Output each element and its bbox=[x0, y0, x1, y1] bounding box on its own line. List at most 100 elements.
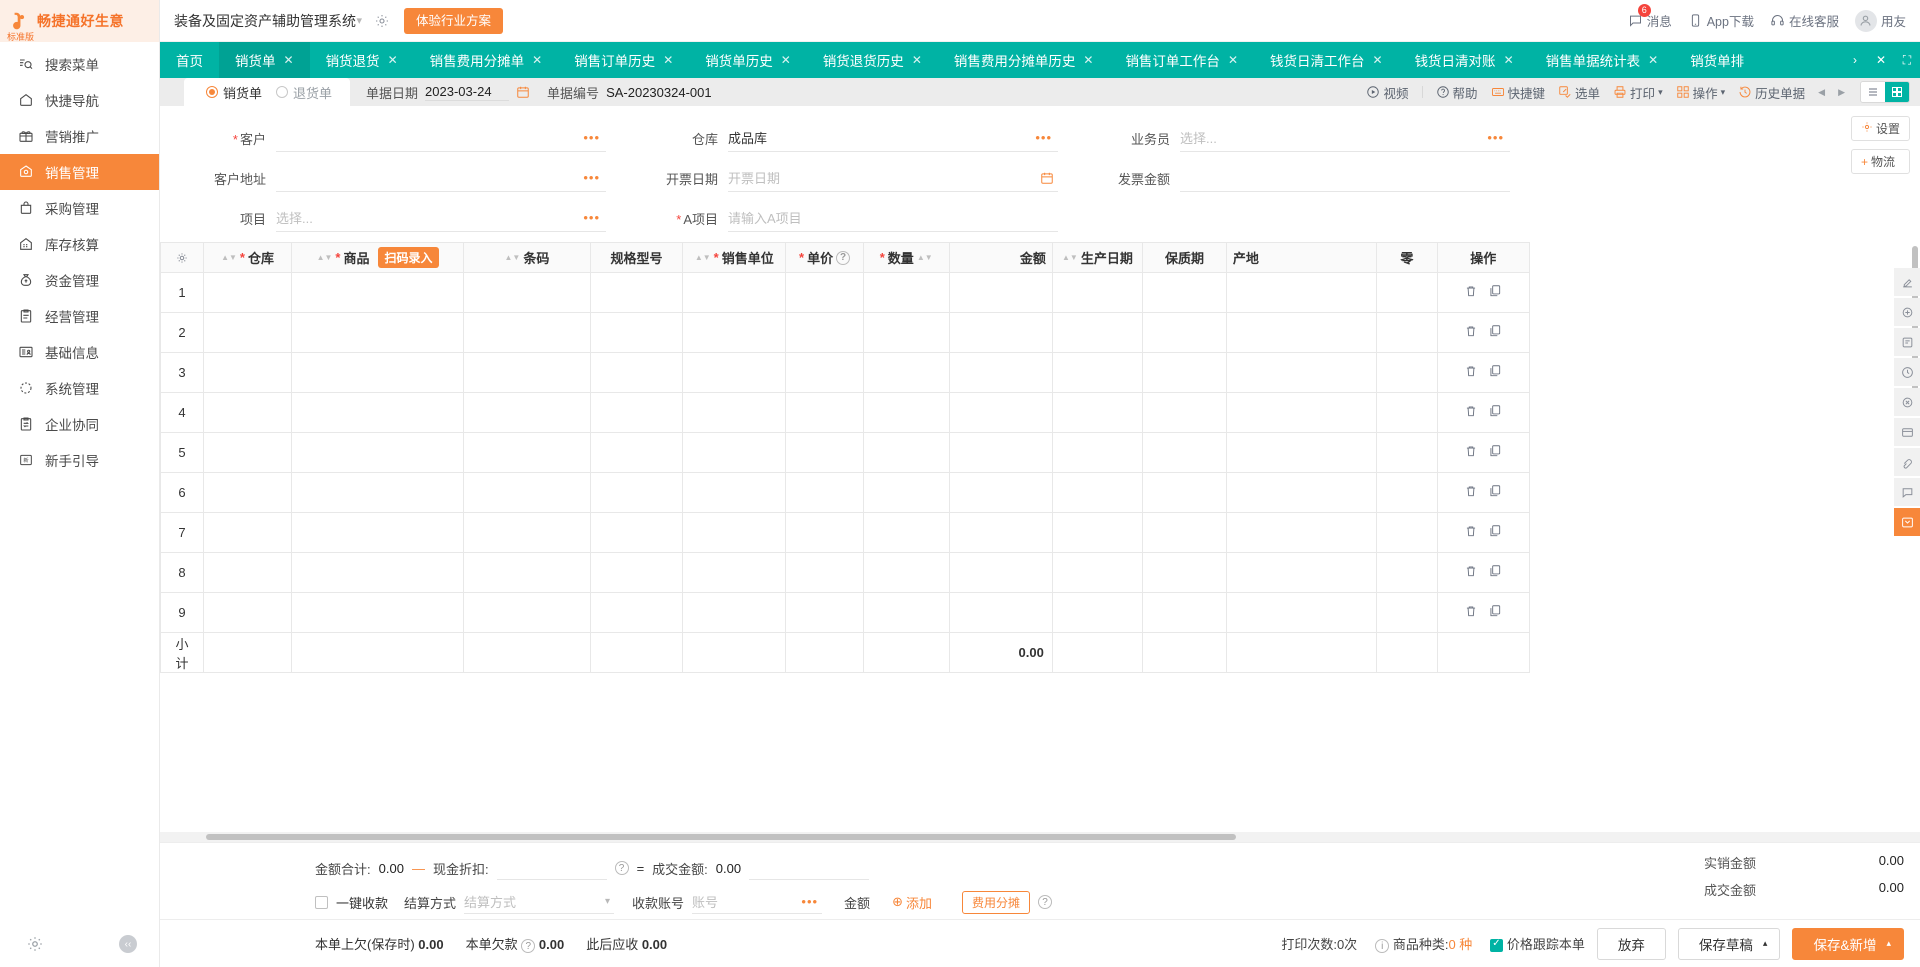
rail-icon-4[interactable] bbox=[1894, 358, 1920, 386]
list-view-icon[interactable] bbox=[1861, 82, 1885, 102]
chevron-down-icon[interactable]: ▾ bbox=[1720, 86, 1726, 97]
col-misc[interactable]: 零 bbox=[1376, 242, 1438, 273]
rail-icon-9[interactable] bbox=[1894, 508, 1920, 536]
cell-amount[interactable] bbox=[948, 552, 1053, 593]
cell-origin[interactable] bbox=[1225, 392, 1378, 433]
sort-icon[interactable]: ▲▼ bbox=[694, 253, 711, 262]
form-settings-button[interactable]: 设置 bbox=[1850, 116, 1910, 141]
cell-unit[interactable] bbox=[682, 512, 787, 553]
copy-icon[interactable] bbox=[1488, 324, 1502, 338]
cell-shelf-life[interactable] bbox=[1142, 352, 1227, 393]
table-row[interactable]: 1 bbox=[160, 272, 1530, 313]
sidebar-item-quick-nav[interactable]: 快捷导航 bbox=[0, 82, 159, 118]
toolbar-prev-icon[interactable]: ◀ bbox=[1818, 86, 1826, 97]
copy-icon[interactable] bbox=[1488, 364, 1502, 378]
chevron-down-icon[interactable]: ▾ bbox=[605, 896, 611, 907]
doc-date-value[interactable]: 2023-03-24 bbox=[425, 84, 510, 101]
close-icon[interactable]: ✕ bbox=[1227, 53, 1238, 67]
copy-icon[interactable] bbox=[1488, 444, 1502, 458]
radio-sales-order[interactable]: 销货单 bbox=[206, 83, 262, 102]
table-row[interactable]: 8 bbox=[160, 552, 1530, 593]
rail-icon-8[interactable] bbox=[1894, 478, 1920, 506]
save-and-add-button[interactable]: 保存&新增 ▴ bbox=[1792, 927, 1904, 960]
tab-close-all-icon[interactable]: ✕ bbox=[1875, 53, 1887, 67]
close-icon[interactable]: ✕ bbox=[780, 53, 791, 67]
a-project-input[interactable]: 请输入A项目 bbox=[728, 204, 1058, 232]
more-dots-icon[interactable]: ••• bbox=[583, 129, 600, 145]
cell-shelf-life[interactable] bbox=[1142, 472, 1227, 513]
cell-qty[interactable] bbox=[862, 352, 950, 393]
col-goods[interactable]: ▲▼ * 商品 扫码录入 bbox=[291, 242, 464, 273]
sidebar-item-guide[interactable]: 新 新手引导 bbox=[0, 442, 159, 478]
cell-goods[interactable] bbox=[291, 512, 464, 553]
cell-price[interactable] bbox=[785, 352, 864, 393]
cell-unit[interactable] bbox=[682, 352, 787, 393]
cell-origin[interactable] bbox=[1225, 512, 1378, 553]
cell-prod-date[interactable] bbox=[1051, 312, 1144, 353]
cell-amount[interactable] bbox=[948, 592, 1053, 633]
delete-icon[interactable] bbox=[1464, 404, 1478, 418]
delete-icon[interactable] bbox=[1464, 564, 1478, 578]
sort-icon[interactable]: ▲▼ bbox=[504, 253, 521, 262]
project-input[interactable]: 选择... ••• bbox=[276, 204, 606, 232]
cell-shelf-life[interactable] bbox=[1142, 432, 1227, 473]
warehouse-input[interactable]: 成品库 ••• bbox=[728, 124, 1058, 152]
cell-price[interactable] bbox=[785, 592, 864, 633]
cell-amount[interactable] bbox=[948, 272, 1053, 313]
video-button[interactable]: 视频 bbox=[1366, 83, 1409, 102]
cell-warehouse[interactable] bbox=[202, 472, 293, 513]
sidebar-item-search-menu[interactable]: 搜索菜单 bbox=[0, 46, 159, 82]
tab-home[interactable]: 首页 bbox=[160, 42, 219, 78]
expense-share-button[interactable]: 费用分摊 bbox=[961, 890, 1030, 914]
cell-barcode[interactable] bbox=[463, 592, 591, 633]
cell-amount[interactable] bbox=[948, 352, 1053, 393]
cell-prod-date[interactable] bbox=[1051, 352, 1144, 393]
cell-barcode[interactable] bbox=[463, 512, 591, 553]
tab-order-history[interactable]: 销售订单历史 ✕ bbox=[558, 42, 689, 78]
calendar-icon[interactable] bbox=[516, 85, 530, 99]
cell-origin[interactable] bbox=[1225, 592, 1378, 633]
cell-shelf-life[interactable] bbox=[1142, 592, 1227, 633]
cell-goods[interactable] bbox=[291, 552, 464, 593]
copy-icon[interactable] bbox=[1488, 564, 1502, 578]
cell-barcode[interactable] bbox=[463, 472, 591, 513]
cell-unit[interactable] bbox=[682, 272, 787, 313]
cell-origin[interactable] bbox=[1225, 472, 1378, 513]
cell-shelf-life[interactable] bbox=[1142, 552, 1227, 593]
cell-qty[interactable] bbox=[862, 512, 950, 553]
grid-scroll-area[interactable]: ▲▼ * 仓库 ▲▼ * 商品 扫码录入 ▲▼ 条码 规格型号 ▲▼ * 销售单位 * 单价? *… bbox=[160, 242, 1920, 832]
cell-origin[interactable] bbox=[1225, 312, 1378, 353]
cell-warehouse[interactable] bbox=[202, 552, 293, 593]
cell-price[interactable] bbox=[785, 472, 864, 513]
cell-warehouse[interactable] bbox=[202, 592, 293, 633]
help-icon[interactable]: ? bbox=[614, 861, 629, 875]
discount-input[interactable] bbox=[496, 856, 607, 880]
cell-shelf-life[interactable] bbox=[1142, 312, 1227, 353]
cell-spec[interactable] bbox=[589, 312, 684, 353]
radio-return-order[interactable]: 退货单 bbox=[276, 83, 332, 102]
close-icon[interactable]: ✕ bbox=[532, 53, 543, 67]
cell-spec[interactable] bbox=[589, 272, 684, 313]
col-grid-settings[interactable] bbox=[160, 242, 204, 273]
more-dots-icon[interactable]: ••• bbox=[1035, 129, 1052, 145]
toolbar-next-icon[interactable]: ▶ bbox=[1838, 86, 1845, 97]
gear-icon[interactable] bbox=[24, 933, 46, 955]
cell-warehouse[interactable] bbox=[202, 312, 293, 353]
scrollbar-thumb[interactable] bbox=[206, 834, 1236, 840]
cell-prod-date[interactable] bbox=[1051, 432, 1144, 473]
cell-amount[interactable] bbox=[948, 472, 1053, 513]
sidebar-item-operations[interactable]: 经营管理 bbox=[0, 298, 159, 334]
tab-expense-allocation[interactable]: 销售费用分摊单 ✕ bbox=[414, 42, 559, 78]
cell-amount[interactable] bbox=[948, 312, 1053, 353]
rail-icon-2[interactable] bbox=[1894, 298, 1920, 326]
card-view-icon[interactable] bbox=[1885, 82, 1909, 102]
delete-icon[interactable] bbox=[1464, 324, 1478, 338]
cell-unit[interactable] bbox=[682, 592, 787, 633]
delete-icon[interactable] bbox=[1464, 604, 1478, 618]
operations-button[interactable]: 操作 ▾ bbox=[1676, 83, 1726, 102]
cell-unit[interactable] bbox=[682, 472, 787, 513]
sort-icon[interactable]: ▲▼ bbox=[916, 253, 933, 262]
cell-spec[interactable] bbox=[589, 592, 684, 633]
help-icon[interactable]: ? bbox=[836, 250, 851, 265]
cell-misc[interactable] bbox=[1376, 272, 1438, 313]
